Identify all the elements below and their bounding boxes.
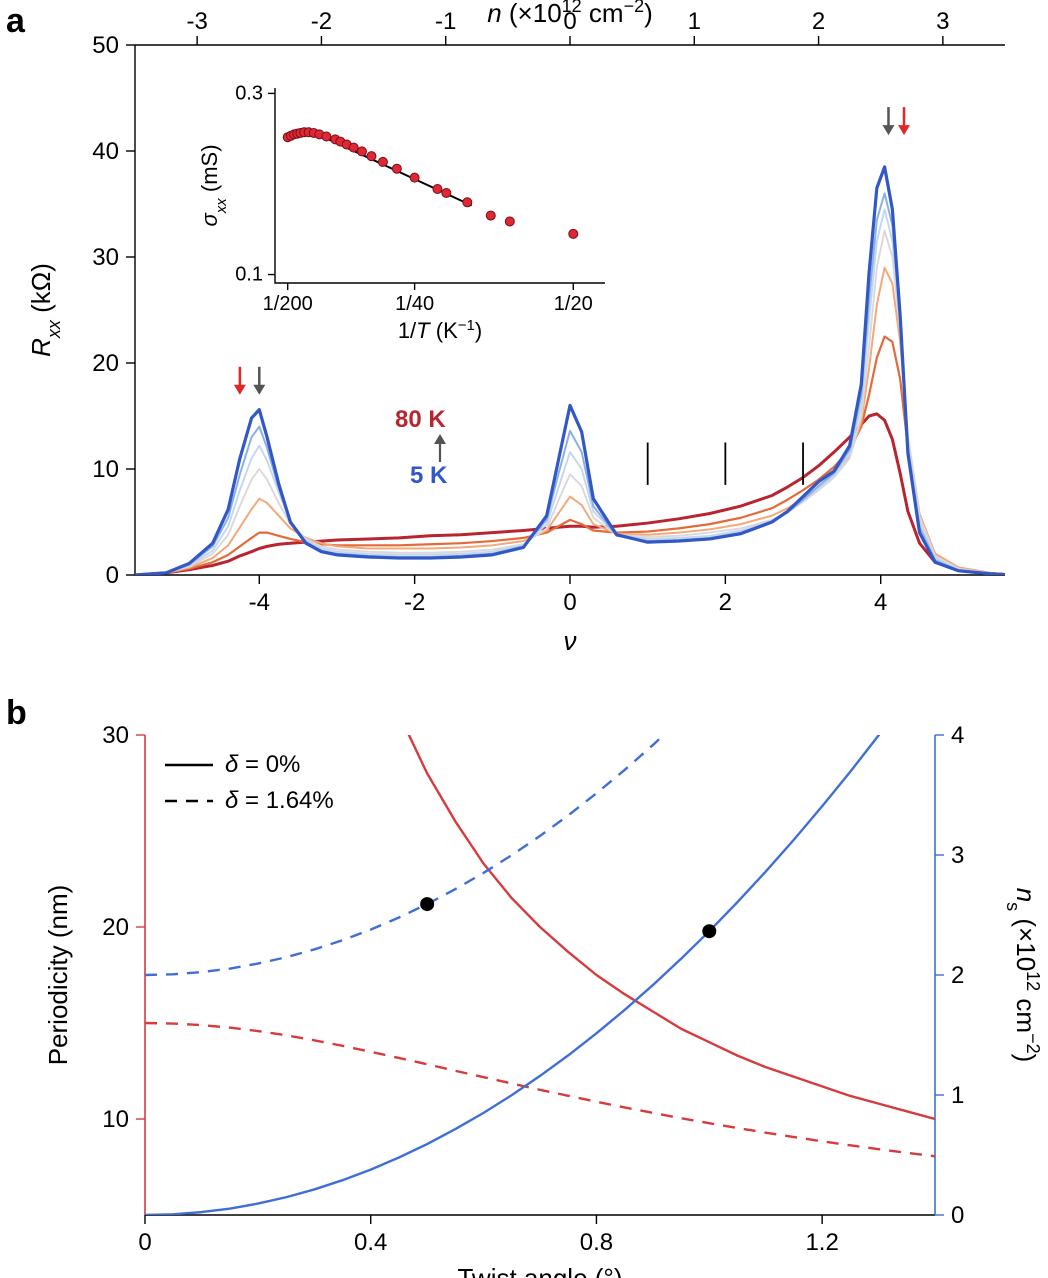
svg-text:2: 2 bbox=[812, 8, 825, 35]
svg-text:30: 30 bbox=[102, 722, 129, 749]
svg-text:1.2: 1.2 bbox=[805, 1229, 838, 1256]
svg-text:1: 1 bbox=[951, 1082, 964, 1109]
svg-text:10: 10 bbox=[92, 456, 119, 483]
svg-text:1/40: 1/40 bbox=[395, 293, 434, 315]
panel-b-svg: 00.40.81.2Twist angle (°)102030Periodici… bbox=[0, 690, 1048, 1278]
svg-text:30: 30 bbox=[92, 244, 119, 271]
svg-text:1: 1 bbox=[688, 8, 701, 35]
svg-text:-3: -3 bbox=[186, 8, 207, 35]
legend-hot-temp: 80 K bbox=[395, 406, 446, 434]
svg-text:20: 20 bbox=[92, 350, 119, 377]
svg-text:50: 50 bbox=[92, 32, 119, 59]
svg-text:0.4: 0.4 bbox=[354, 1229, 387, 1256]
svg-text:3: 3 bbox=[936, 8, 949, 35]
svg-text:0.8: 0.8 bbox=[580, 1229, 613, 1256]
svg-text:2: 2 bbox=[719, 589, 732, 616]
legend-cold-temp: 5 K bbox=[410, 462, 447, 490]
svg-text:0: 0 bbox=[951, 1202, 964, 1229]
figure-root: a b -4-2024ν-3-2-10123n (×1012 cm−2)0102… bbox=[0, 0, 1048, 1278]
svg-text:10: 10 bbox=[102, 1106, 129, 1133]
svg-text:4: 4 bbox=[951, 722, 964, 749]
svg-text:40: 40 bbox=[92, 138, 119, 165]
svg-text:1/200: 1/200 bbox=[263, 293, 313, 315]
svg-text:20: 20 bbox=[102, 914, 129, 941]
panel-a-svg: -4-2024ν-3-2-10123n (×1012 cm−2)01020304… bbox=[0, 0, 1048, 690]
svg-text:0.3: 0.3 bbox=[235, 82, 263, 104]
svg-text:0: 0 bbox=[106, 562, 119, 589]
svg-text:δ = 0%: δ = 0% bbox=[225, 751, 300, 778]
svg-text:2: 2 bbox=[951, 962, 964, 989]
svg-text:0.1: 0.1 bbox=[235, 264, 263, 286]
svg-text:4: 4 bbox=[874, 589, 887, 616]
svg-text:1/20: 1/20 bbox=[554, 293, 593, 315]
svg-text:σxx (mS): σxx (mS) bbox=[197, 144, 230, 226]
svg-text:-1: -1 bbox=[435, 8, 456, 35]
svg-text:-4: -4 bbox=[249, 589, 270, 616]
svg-text:-2: -2 bbox=[404, 589, 425, 616]
svg-text:Periodicity (nm): Periodicity (nm) bbox=[43, 885, 73, 1066]
svg-text:Rxx (kΩ): Rxx (kΩ) bbox=[26, 263, 64, 357]
svg-text:ns (×1012 cm−2): ns (×1012 cm−2) bbox=[1003, 888, 1043, 1063]
svg-text:0: 0 bbox=[138, 1229, 151, 1256]
svg-text:ν: ν bbox=[564, 626, 577, 656]
svg-text:1/T (K−1): 1/T (K−1) bbox=[398, 317, 482, 344]
svg-text:3: 3 bbox=[951, 842, 964, 869]
svg-text:Twist angle (°): Twist angle (°) bbox=[457, 1263, 622, 1278]
svg-text:-2: -2 bbox=[311, 8, 332, 35]
svg-text:δ = 1.64%: δ = 1.64% bbox=[225, 787, 334, 814]
svg-text:0: 0 bbox=[563, 589, 576, 616]
